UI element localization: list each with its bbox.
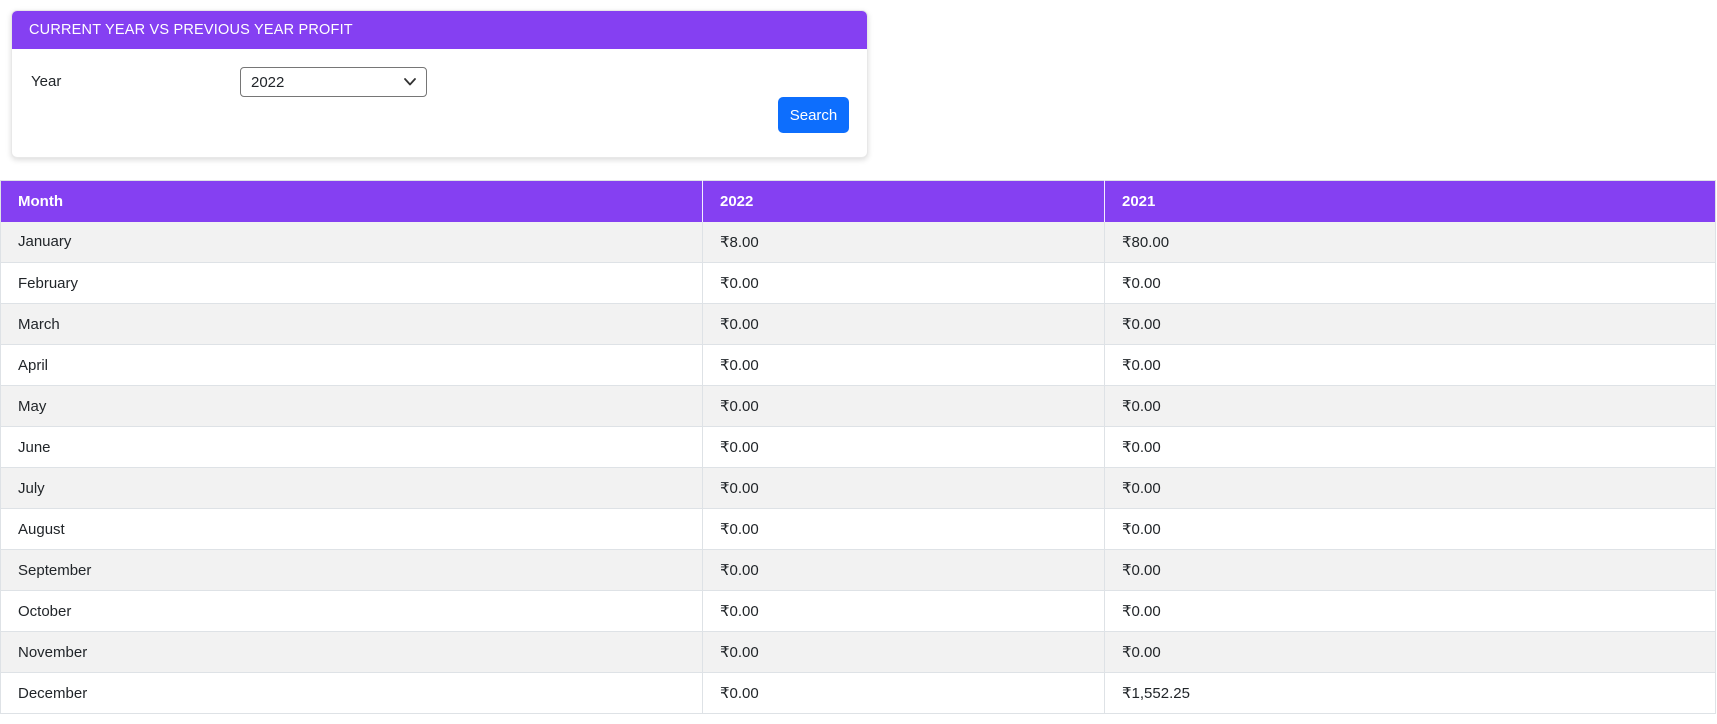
current-year-cell: ₹0.00 xyxy=(702,631,1105,673)
profit-filter-card: CURRENT YEAR VS PREVIOUS YEAR PROFIT Yea… xyxy=(11,10,868,158)
month-cell: February xyxy=(0,262,703,304)
table-row: July ₹0.00 ₹0.00 xyxy=(0,467,1716,509)
table-header-row: Month 2022 2021 xyxy=(0,180,1716,222)
table-row: December ₹0.00 ₹1,552.25 xyxy=(0,672,1716,714)
table-row: September ₹0.00 ₹0.00 xyxy=(0,549,1716,591)
current-year-cell: ₹0.00 xyxy=(702,303,1105,345)
profit-table-area: Month 2022 2021 January ₹8.00 ₹80.00 Feb… xyxy=(0,180,1717,714)
month-cell: September xyxy=(0,549,703,591)
current-year-cell: ₹0.00 xyxy=(702,549,1105,591)
month-cell: April xyxy=(0,344,703,386)
month-cell: August xyxy=(0,508,703,550)
card-body: Year 2022 Search xyxy=(12,49,867,157)
previous-year-cell: ₹0.00 xyxy=(1104,590,1716,632)
month-cell: November xyxy=(0,631,703,673)
current-year-cell: ₹0.00 xyxy=(702,385,1105,427)
card-title: CURRENT YEAR VS PREVIOUS YEAR PROFIT xyxy=(29,22,353,38)
column-header-month: Month xyxy=(0,180,703,222)
month-cell: March xyxy=(0,303,703,345)
previous-year-cell: ₹0.00 xyxy=(1104,631,1716,673)
search-button[interactable]: Search xyxy=(778,97,849,133)
profit-table: Month 2022 2021 January ₹8.00 ₹80.00 Feb… xyxy=(0,180,1716,714)
month-cell: May xyxy=(0,385,703,427)
table-row: February ₹0.00 ₹0.00 xyxy=(0,262,1716,304)
year-label: Year xyxy=(31,73,62,90)
previous-year-cell: ₹80.00 xyxy=(1104,221,1716,263)
current-year-cell: ₹0.00 xyxy=(702,262,1105,304)
table-row: August ₹0.00 ₹0.00 xyxy=(0,508,1716,550)
current-year-cell: ₹0.00 xyxy=(702,344,1105,386)
table-row: April ₹0.00 ₹0.00 xyxy=(0,344,1716,386)
card-header: CURRENT YEAR VS PREVIOUS YEAR PROFIT xyxy=(12,11,867,49)
previous-year-cell: ₹0.00 xyxy=(1104,549,1716,591)
month-cell: January xyxy=(0,221,703,263)
previous-year-cell: ₹0.00 xyxy=(1104,426,1716,468)
month-cell: June xyxy=(0,426,703,468)
current-year-cell: ₹0.00 xyxy=(702,672,1105,714)
column-header-previous-year: 2021 xyxy=(1104,180,1716,222)
table-row: November ₹0.00 ₹0.00 xyxy=(0,631,1716,673)
column-header-current-year: 2022 xyxy=(702,180,1105,222)
month-cell: July xyxy=(0,467,703,509)
previous-year-cell: ₹1,552.25 xyxy=(1104,672,1716,714)
current-year-cell: ₹0.00 xyxy=(702,467,1105,509)
previous-year-cell: ₹0.00 xyxy=(1104,385,1716,427)
current-year-cell: ₹0.00 xyxy=(702,508,1105,550)
table-header: Month 2022 2021 xyxy=(0,180,1716,222)
current-year-cell: ₹0.00 xyxy=(702,590,1105,632)
table-row: June ₹0.00 ₹0.00 xyxy=(0,426,1716,468)
table-row: March ₹0.00 ₹0.00 xyxy=(0,303,1716,345)
previous-year-cell: ₹0.00 xyxy=(1104,303,1716,345)
previous-year-cell: ₹0.00 xyxy=(1104,508,1716,550)
month-cell: October xyxy=(0,590,703,632)
current-year-cell: ₹0.00 xyxy=(702,426,1105,468)
previous-year-cell: ₹0.00 xyxy=(1104,467,1716,509)
previous-year-cell: ₹0.00 xyxy=(1104,344,1716,386)
table-body: January ₹8.00 ₹80.00 February ₹0.00 ₹0.0… xyxy=(0,221,1716,714)
previous-year-cell: ₹0.00 xyxy=(1104,262,1716,304)
table-row: May ₹0.00 ₹0.00 xyxy=(0,385,1716,427)
table-row: October ₹0.00 ₹0.00 xyxy=(0,590,1716,632)
table-row: January ₹8.00 ₹80.00 xyxy=(0,221,1716,263)
current-year-cell: ₹8.00 xyxy=(702,221,1105,263)
year-select-wrap: 2022 xyxy=(240,67,427,97)
month-cell: December xyxy=(0,672,703,714)
year-select[interactable]: 2022 xyxy=(240,67,427,97)
